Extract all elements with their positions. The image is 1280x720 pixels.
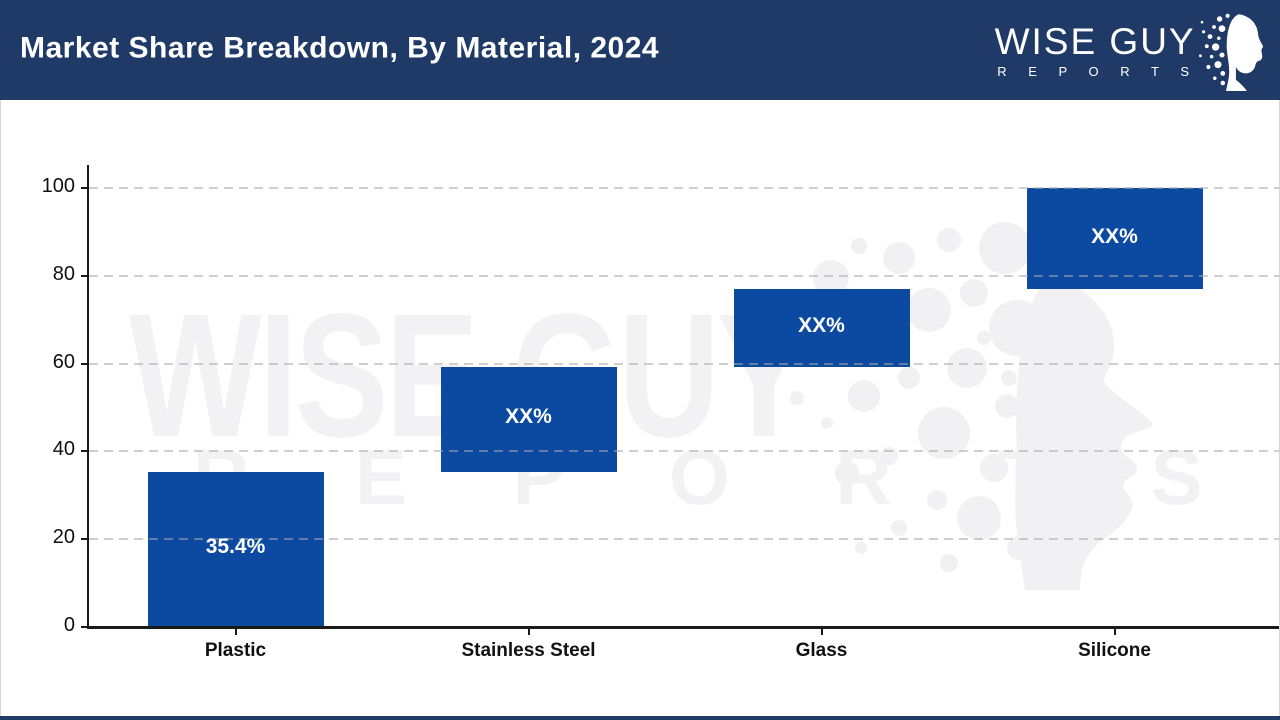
bar <box>440 367 617 472</box>
logo-subtext: R E P O R T S <box>997 64 1198 80</box>
x-tick-label: Silicone <box>1078 640 1151 661</box>
y-tick-label: 80 <box>52 262 75 285</box>
logo-text: WISE GUY R E P O R T S <box>992 20 1198 80</box>
y-tick <box>81 538 87 541</box>
gridline <box>89 450 1279 453</box>
bar-label: XX% <box>1091 224 1138 248</box>
y-tick <box>81 450 87 453</box>
x-tick <box>234 629 237 635</box>
gridline <box>89 274 1279 277</box>
gridline <box>89 362 1279 365</box>
y-tick-label: 0 <box>63 614 75 636</box>
chart-area: WISE GUY R E P O R T S 0 20 40 60 80 <box>0 100 1280 716</box>
x-tick-label: Glass <box>795 640 848 661</box>
bar-label: 35.4% <box>205 535 266 559</box>
bar-label: XX% <box>798 314 845 338</box>
y-tick-label: 60 <box>52 350 75 373</box>
x-tick <box>527 629 530 635</box>
bar <box>1026 188 1203 290</box>
wise-guy-face-icon <box>1198 13 1263 92</box>
y-tick-label: 20 <box>52 526 75 549</box>
y-tick-label: 40 <box>52 438 75 461</box>
logo-wordmark: WISE GUY <box>994 20 1196 62</box>
y-tick <box>81 626 87 628</box>
y-tick <box>81 274 87 277</box>
x-tick-label: Plastic <box>204 640 267 661</box>
gridline <box>89 187 1279 189</box>
footer-accent-bar <box>0 716 1280 720</box>
y-axis-line <box>87 165 89 629</box>
x-tick-label: Stainless Steel <box>461 640 596 661</box>
bar <box>147 471 324 627</box>
wise-guy-logo: WISE GUY R E P O R T S <box>992 8 1266 94</box>
gridline <box>89 538 1279 541</box>
x-axis-line <box>87 626 1279 629</box>
y-tick <box>81 362 87 365</box>
x-tick <box>1113 629 1116 635</box>
y-tick <box>81 187 87 189</box>
header: Market Share Breakdown, By Material, 202… <box>0 0 1280 100</box>
page-title: Market Share Breakdown, By Material, 202… <box>20 31 660 65</box>
x-tick <box>820 629 823 635</box>
y-tick-label: 100 <box>41 175 75 197</box>
bar-label: XX% <box>505 405 552 429</box>
